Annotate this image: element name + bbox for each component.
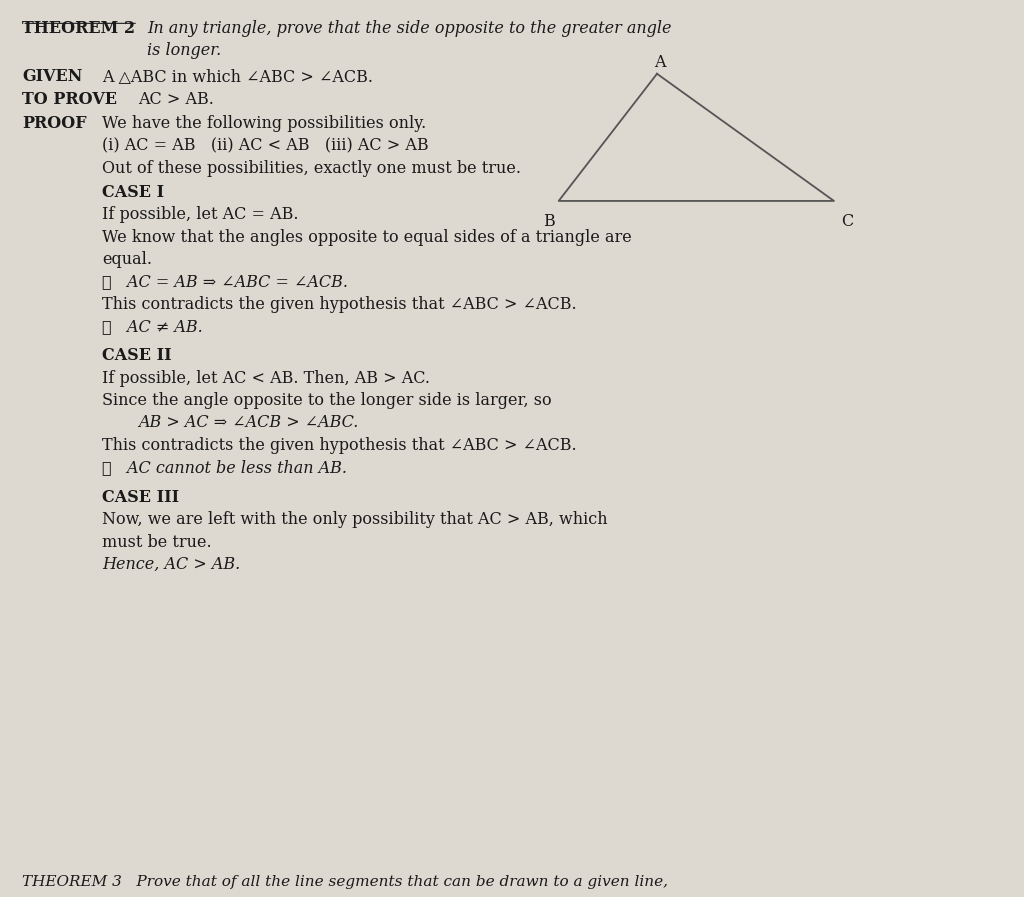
Text: CASE I: CASE I — [102, 184, 165, 201]
Text: B: B — [543, 213, 555, 231]
Text: ∴   AC ≠ AB.: ∴ AC ≠ AB. — [102, 318, 203, 335]
Text: We know that the angles opposite to equal sides of a triangle are: We know that the angles opposite to equa… — [102, 229, 632, 246]
Text: PROOF: PROOF — [23, 115, 87, 132]
Text: Hence, AC > AB.: Hence, AC > AB. — [102, 556, 241, 573]
Text: In any triangle, prove that the side opposite to the greater angle: In any triangle, prove that the side opp… — [147, 20, 672, 37]
Text: If possible, let AC = AB.: If possible, let AC = AB. — [102, 206, 299, 223]
Text: AB > AC ⇒ ∠ACB > ∠ABC.: AB > AC ⇒ ∠ACB > ∠ABC. — [138, 414, 358, 431]
Text: must be true.: must be true. — [102, 534, 212, 551]
Text: This contradicts the given hypothesis that ∠ABC > ∠ACB.: This contradicts the given hypothesis th… — [102, 296, 578, 313]
Text: Now, we are left with the only possibility that AC > AB, which: Now, we are left with the only possibili… — [102, 511, 608, 528]
Text: THEOREM 2: THEOREM 2 — [23, 20, 135, 37]
Text: Since the angle opposite to the longer side is larger, so: Since the angle opposite to the longer s… — [102, 392, 552, 409]
Text: CASE III: CASE III — [102, 489, 179, 506]
Text: equal.: equal. — [102, 251, 153, 268]
Text: We have the following possibilities only.: We have the following possibilities only… — [102, 115, 427, 132]
Text: Out of these possibilities, exactly one must be true.: Out of these possibilities, exactly one … — [102, 160, 521, 177]
Text: A △ABC in which ∠ABC > ∠ACB.: A △ABC in which ∠ABC > ∠ACB. — [102, 68, 374, 85]
Text: (i) AC = AB   (ii) AC < AB   (iii) AC > AB: (i) AC = AB (ii) AC < AB (iii) AC > AB — [102, 137, 429, 154]
Text: A: A — [654, 54, 666, 71]
Text: is longer.: is longer. — [147, 42, 221, 59]
Text: ∴   AC = AB ⇒ ∠ABC = ∠ACB.: ∴ AC = AB ⇒ ∠ABC = ∠ACB. — [102, 274, 348, 291]
Text: C: C — [841, 213, 853, 231]
Text: ∴   AC cannot be less than AB.: ∴ AC cannot be less than AB. — [102, 459, 347, 476]
Text: If possible, let AC < AB. Then, AB > AC.: If possible, let AC < AB. Then, AB > AC. — [102, 370, 430, 387]
Text: AC > AB.: AC > AB. — [138, 91, 214, 108]
Text: TO PROVE: TO PROVE — [23, 91, 118, 108]
Text: This contradicts the given hypothesis that ∠ABC > ∠ACB.: This contradicts the given hypothesis th… — [102, 437, 578, 454]
Text: THEOREM 3   Prove that of all the line segments that can be drawn to a given lin: THEOREM 3 Prove that of all the line seg… — [23, 875, 669, 889]
Text: GIVEN: GIVEN — [23, 68, 83, 85]
Text: CASE II: CASE II — [102, 347, 172, 364]
